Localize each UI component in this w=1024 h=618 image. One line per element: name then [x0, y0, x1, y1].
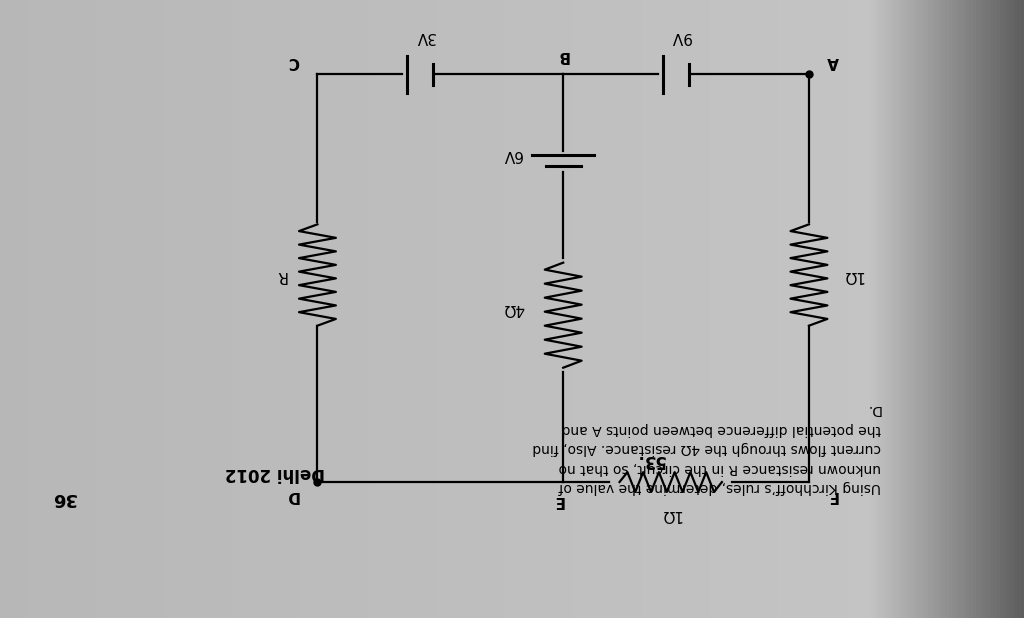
- Text: 1Ω: 1Ω: [842, 268, 863, 282]
- Text: 3V: 3V: [415, 30, 435, 44]
- Text: E: E: [553, 493, 563, 508]
- Text: Using Kirchhoff’s rules, determine the value of
unknown resistance R in the circ: Using Kirchhoff’s rules, determine the v…: [531, 402, 881, 494]
- Text: 6V: 6V: [502, 147, 522, 162]
- Text: 1Ω: 1Ω: [660, 507, 681, 522]
- Text: 53.: 53.: [635, 451, 665, 469]
- Text: A: A: [827, 54, 839, 69]
- Text: 36: 36: [51, 489, 76, 507]
- Text: Delhi 2012: Delhi 2012: [225, 464, 326, 481]
- Text: D: D: [287, 488, 299, 503]
- Text: B: B: [557, 48, 569, 63]
- Text: R: R: [276, 268, 287, 282]
- Text: 4Ω: 4Ω: [503, 302, 524, 316]
- Text: C: C: [288, 54, 299, 69]
- Text: F: F: [827, 488, 838, 503]
- Text: 9V: 9V: [671, 30, 691, 44]
